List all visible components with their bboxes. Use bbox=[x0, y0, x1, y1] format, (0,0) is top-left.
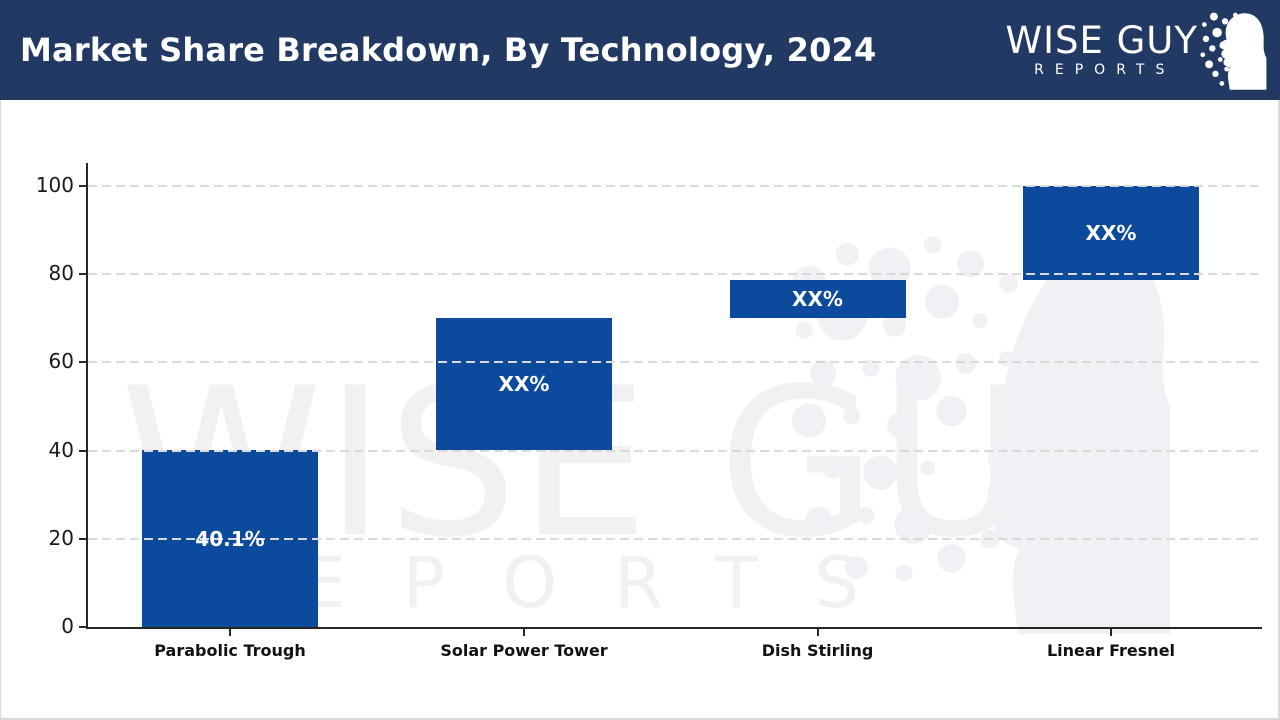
right-border-line bbox=[1278, 100, 1280, 720]
gridline-60 bbox=[88, 361, 1258, 364]
y-tick-label-100: 100 bbox=[35, 173, 74, 197]
x-tick-label-4: Linear Fresnel bbox=[1046, 641, 1176, 660]
waterfall-chart: WISE GUY REPORTS 0 20 40 60 80 100 Parabolic T… bbox=[0, 100, 1280, 720]
gridline-40 bbox=[88, 449, 1258, 452]
y-tick-mark-60 bbox=[79, 361, 86, 364]
x-tick-mark-3 bbox=[816, 629, 819, 636]
bar-value-label-3: XX% bbox=[792, 286, 843, 311]
x-tick-label-2: Solar Power Tower bbox=[440, 641, 608, 660]
bar-value-label-4: XX% bbox=[1085, 220, 1137, 245]
gridline-80 bbox=[88, 273, 1258, 276]
bar-dish-stirling bbox=[729, 279, 906, 318]
y-tick-label-20: 20 bbox=[48, 525, 74, 550]
x-tick-mark-1 bbox=[229, 629, 231, 636]
header-bar: Market Share Breakdown, By Technology, 2… bbox=[0, 0, 1280, 100]
x-tick-mark-4 bbox=[1110, 629, 1112, 636]
bottom-border-line bbox=[0, 718, 1280, 720]
bar-value-label-2: XX% bbox=[498, 371, 550, 396]
logo-title-text: WISE GUY bbox=[1005, 18, 1198, 62]
y-tick-label-0: 0 bbox=[61, 614, 74, 638]
gridline-100 bbox=[88, 185, 1258, 187]
y-tick-mark-80 bbox=[79, 273, 86, 276]
y-tick-mark-40 bbox=[79, 449, 86, 452]
bar-solar-power-tower bbox=[436, 317, 612, 451]
logo-wordmark: WISE GUY REPORTS bbox=[1005, 18, 1198, 79]
y-tick-label-40: 40 bbox=[48, 437, 74, 462]
wise-guy-logo: WISE GUY REPORTS bbox=[1006, 10, 1268, 90]
x-tick-mark-2 bbox=[523, 629, 525, 636]
logo-face-dots-icon bbox=[1200, 12, 1267, 90]
y-tick-label-60: 60 bbox=[48, 349, 74, 374]
y-tick-label-80: 80 bbox=[48, 261, 74, 286]
y-tick-mark-100 bbox=[79, 185, 86, 187]
gridline-20 bbox=[88, 537, 1258, 540]
left-border-line bbox=[0, 100, 1, 720]
watermark-face-dots-icon bbox=[791, 236, 1170, 635]
x-tick-label-1: Parabolic Trough bbox=[154, 641, 306, 660]
x-axis-line bbox=[86, 627, 1262, 629]
bar-value-label-1: 40.1% bbox=[195, 526, 265, 551]
x-tick-label-3: Dish Stirling bbox=[761, 641, 874, 660]
y-tick-mark-0 bbox=[79, 626, 86, 628]
bar-linear-fresnel bbox=[1023, 186, 1199, 280]
y-axis-line bbox=[86, 163, 88, 629]
y-tick-mark-20 bbox=[79, 537, 86, 540]
page-title: Market Share Breakdown, By Technology, 2… bbox=[20, 31, 877, 69]
logo-subtitle-text: REPORTS bbox=[1034, 62, 1176, 79]
